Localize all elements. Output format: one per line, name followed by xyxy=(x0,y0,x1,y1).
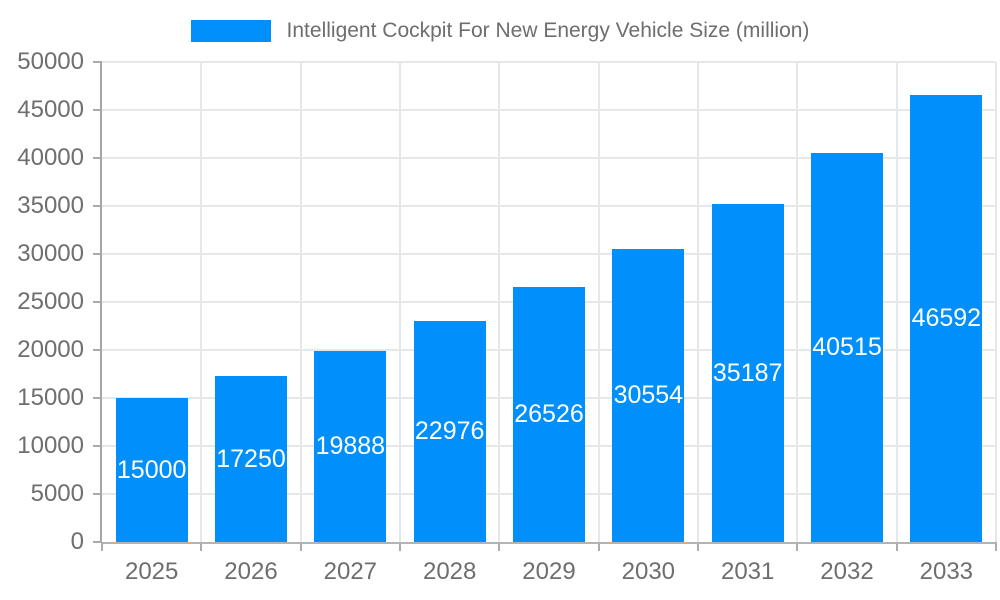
x-gridline xyxy=(697,62,699,542)
y-axis-tick xyxy=(93,109,102,111)
x-axis-tick xyxy=(101,542,103,551)
x-gridline xyxy=(399,62,401,542)
bar-2033[interactable]: 46592 xyxy=(910,94,983,542)
bar-value-label: 17250 xyxy=(216,444,286,473)
y-axis-tick xyxy=(93,253,102,255)
y-axis-line xyxy=(100,62,102,542)
legend[interactable]: Intelligent Cockpit For New Energy Vehic… xyxy=(0,16,1000,46)
y-axis-tick xyxy=(93,61,102,63)
y-axis-tick xyxy=(93,349,102,351)
y-gridline xyxy=(102,61,996,63)
x-axis-label: 2030 xyxy=(621,558,676,585)
y-axis-label: 20000 xyxy=(17,336,84,363)
x-gridline xyxy=(895,62,898,542)
x-axis-tick xyxy=(498,542,501,551)
x-axis-label: 2033 xyxy=(919,558,974,585)
bar-2028[interactable]: 22976 xyxy=(413,321,486,542)
y-axis-label: 15000 xyxy=(17,384,84,411)
x-axis-label: 2026 xyxy=(224,558,278,585)
legend-swatch xyxy=(190,20,271,42)
y-axis-tick xyxy=(93,493,102,495)
y-axis-label: 5000 xyxy=(30,480,84,507)
y-axis-tick xyxy=(93,445,102,447)
y-gridline xyxy=(102,253,996,255)
x-gridline xyxy=(200,62,203,542)
bar-value-label: 40515 xyxy=(812,333,882,362)
x-axis-tick xyxy=(697,542,699,551)
y-gridline xyxy=(102,109,996,111)
x-axis-label: 2025 xyxy=(124,558,179,585)
x-axis-tick xyxy=(200,542,203,551)
y-axis-tick xyxy=(93,541,102,543)
bar-value-label: 15000 xyxy=(116,455,187,484)
bar-value-label: 26526 xyxy=(514,400,584,429)
x-axis-tick xyxy=(796,542,799,551)
legend-label: Intelligent Cockpit For New Energy Vehic… xyxy=(286,19,810,42)
y-axis-label: 40000 xyxy=(17,144,84,171)
x-axis-label: 2032 xyxy=(820,558,874,585)
bar-value-label: 35187 xyxy=(712,358,783,387)
y-axis-label: 10000 xyxy=(17,432,84,459)
y-axis-label: 45000 xyxy=(17,96,84,123)
bar-value-label: 30554 xyxy=(613,380,684,409)
bar-value-label: 19888 xyxy=(315,432,386,461)
bar-2025[interactable]: 15000 xyxy=(115,398,188,542)
y-axis-label: 35000 xyxy=(17,192,84,219)
bar-2031[interactable]: 35187 xyxy=(711,204,784,542)
bar-2032[interactable]: 40515 xyxy=(811,153,883,542)
x-axis-tick xyxy=(597,542,600,551)
y-gridline xyxy=(102,205,996,207)
x-axis-tick xyxy=(895,542,898,551)
bar-value-label: 46592 xyxy=(911,303,982,332)
bar-2030[interactable]: 30554 xyxy=(612,248,685,542)
bar-2029[interactable]: 26526 xyxy=(513,287,585,542)
y-axis-tick xyxy=(93,301,102,303)
x-axis-tick xyxy=(399,542,401,551)
x-axis-label: 2031 xyxy=(720,558,775,585)
y-gridline xyxy=(102,157,996,159)
y-axis-label: 0 xyxy=(70,528,84,555)
x-axis-label: 2027 xyxy=(323,558,378,585)
bar-2026[interactable]: 17250 xyxy=(215,376,287,542)
x-axis-label: 2028 xyxy=(422,558,477,585)
y-axis-label: 25000 xyxy=(17,288,84,315)
y-axis-tick xyxy=(93,157,102,159)
y-axis-label: 30000 xyxy=(17,240,84,267)
y-axis-label: 50000 xyxy=(17,48,84,75)
x-axis-line xyxy=(102,542,996,544)
x-gridline xyxy=(498,62,501,542)
x-gridline xyxy=(796,62,799,542)
y-axis-tick xyxy=(93,397,102,399)
bar-2027[interactable]: 19888 xyxy=(314,351,387,542)
x-gridline xyxy=(597,62,600,542)
y-axis-tick xyxy=(93,205,102,207)
x-gridline xyxy=(995,62,997,542)
bar-value-label: 22976 xyxy=(414,417,485,446)
x-axis-tick xyxy=(995,542,997,551)
x-axis-tick xyxy=(299,542,302,551)
x-axis-label: 2029 xyxy=(522,558,576,585)
x-gridline xyxy=(299,62,302,542)
